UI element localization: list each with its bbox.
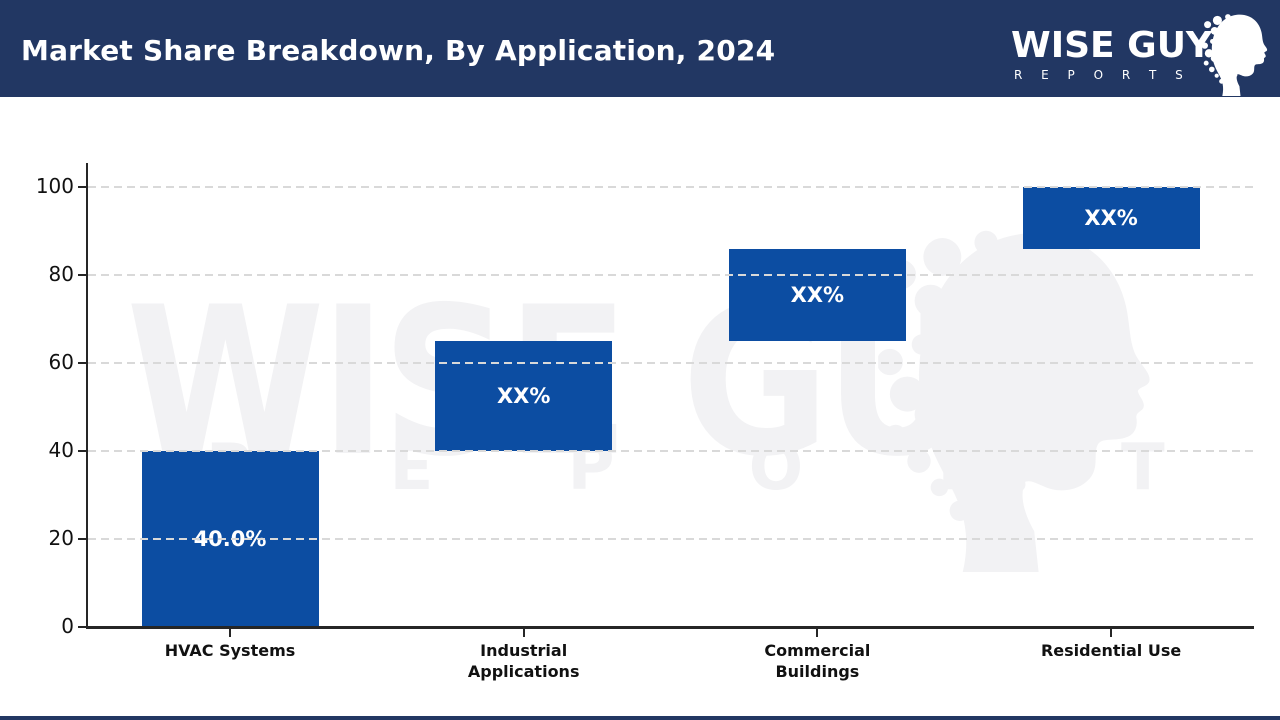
logo-head-icon (1202, 12, 1272, 96)
bar-value-label: XX% (1084, 205, 1138, 230)
gridline (88, 274, 1254, 276)
bottom-strip (0, 716, 1280, 720)
bar: XX% (1022, 187, 1200, 249)
y-axis-tick (78, 274, 87, 276)
y-tick-label: 40 (48, 438, 74, 462)
header-band: Market Share Breakdown, By Application, … (0, 0, 1280, 97)
logo-subtitle: R E P O R T S (1013, 68, 1191, 82)
y-tick-label: 20 (48, 526, 74, 550)
logo-text: WISE GUY R E P O R T S (1010, 25, 1212, 83)
x-category-label: Residential Use (1040, 641, 1182, 660)
bar: XX% (728, 248, 906, 341)
x-axis-tick (1110, 629, 1113, 637)
logo-name: WISE GUY (1010, 25, 1212, 66)
y-tick-label: 60 (48, 350, 74, 374)
y-tick-label: 100 (35, 174, 74, 198)
y-axis-tick (78, 538, 87, 540)
watermark-subtitle: R E P O R T S (206, 431, 1280, 505)
y-axis-tick (78, 186, 87, 188)
y-tick-label: 0 (61, 614, 74, 638)
page-title: Market Share Breakdown, By Application, … (21, 34, 776, 67)
x-axis-tick (816, 629, 819, 637)
gridline (88, 362, 1254, 364)
gridline (88, 450, 1254, 452)
bar: XX% (435, 341, 613, 451)
bar-value-label: XX% (790, 282, 845, 307)
x-category-label: Industrial Applications (467, 641, 580, 681)
y-axis-tick (78, 626, 87, 628)
x-category-label: Commercial Buildings (764, 641, 871, 681)
x-category-label: HVAC Systems (164, 641, 296, 660)
x-axis (86, 626, 1254, 629)
wiseguy-logo: WISE GUY R E P O R T S (1011, 10, 1272, 96)
bar-value-label: XX% (496, 384, 551, 408)
y-tick-label: 80 (48, 262, 74, 286)
gridline (88, 186, 1254, 188)
y-axis-tick (78, 362, 87, 364)
x-axis-tick (229, 629, 231, 637)
x-axis-tick (522, 629, 525, 637)
y-axis (86, 163, 88, 629)
y-axis-tick (78, 450, 87, 452)
gridline (88, 538, 1254, 540)
